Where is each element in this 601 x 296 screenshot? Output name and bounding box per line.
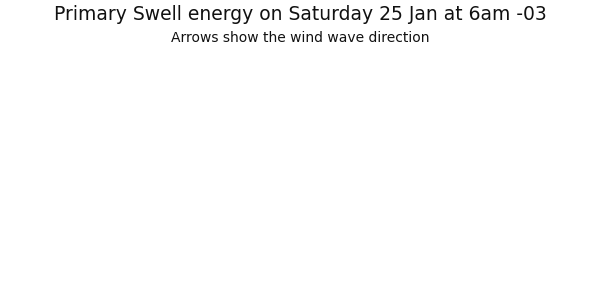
Text: cartopy not available: cartopy not available [227, 160, 374, 174]
Text: Arrows show the wind wave direction: Arrows show the wind wave direction [171, 31, 430, 45]
Text: Primary Swell energy on Saturday 25 Jan at 6am -03: Primary Swell energy on Saturday 25 Jan … [54, 4, 547, 23]
